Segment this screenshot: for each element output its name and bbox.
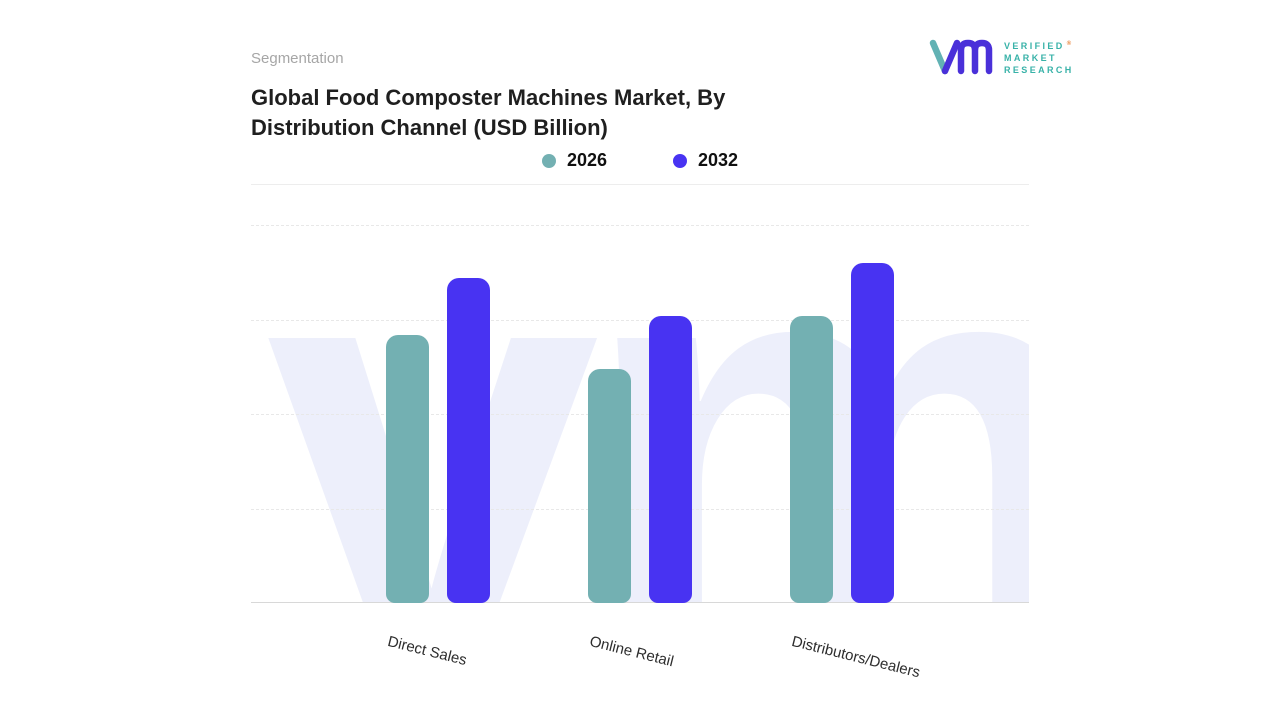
x-axis-baseline — [251, 602, 1029, 603]
bar-2026-distributors-dealers — [790, 316, 833, 603]
legend: 2026 2032 — [251, 150, 1029, 171]
eyebrow-label: Segmentation — [251, 50, 344, 67]
vmr-logo-text: VERIFIED ® MARKET RESEARCH — [1004, 39, 1074, 75]
gridline — [251, 414, 1029, 415]
legend-swatch-2032 — [673, 153, 687, 168]
vmr-monogram-icon — [929, 39, 993, 75]
bar-2032-direct-sales — [447, 278, 490, 603]
logo-line-market: MARKET — [1004, 53, 1057, 63]
vmr-logo: VERIFIED ® MARKET RESEARCH — [928, 36, 1074, 78]
bar-2026-online-retail — [588, 369, 631, 603]
legend-label: 2026 — [566, 150, 607, 170]
bar-2032-distributors-dealers — [851, 263, 894, 603]
legend-swatch-2026 — [541, 153, 556, 168]
legend-item-2026: 2026 — [541, 150, 607, 171]
bar-2026-direct-sales — [386, 335, 429, 603]
chart-title-line1: Global Food Composter Machines Market, B… — [251, 85, 726, 110]
gridline — [251, 319, 1029, 321]
bar-group-online-retail: Online Retail — [588, 316, 692, 670]
logo-line-verified: VERIFIED ® — [1004, 41, 1072, 51]
bar-group-direct-sales: Direct Sales — [386, 278, 490, 669]
gridline — [251, 508, 1029, 510]
registered-mark: ® — [1066, 41, 1072, 47]
category-label: Direct Sales — [385, 633, 469, 670]
header-divider — [251, 184, 1029, 185]
chart-title-line2: Distribution Channel (USD Billion) — [251, 115, 608, 140]
legend-item-2032: 2032 — [673, 150, 738, 171]
category-label: Online Retail — [587, 633, 676, 671]
legend-label: 2032 — [698, 150, 739, 170]
logo-line-research: RESEARCH — [1004, 65, 1074, 75]
category-label: Distributors/Dealers — [789, 633, 922, 682]
bar-2032-online-retail — [649, 316, 692, 603]
bar-groups: Direct Sales Online Retail Distributors/De… — [251, 225, 1029, 681]
gridline — [251, 225, 1029, 226]
chart-title: Global Food Composter Machines Market, B… — [251, 83, 725, 143]
plot-area: vm Direct Sales Online Retail Distributors… — [251, 225, 1029, 681]
bar-group-distributors-dealers: Distributors/Dealers — [790, 263, 922, 681]
